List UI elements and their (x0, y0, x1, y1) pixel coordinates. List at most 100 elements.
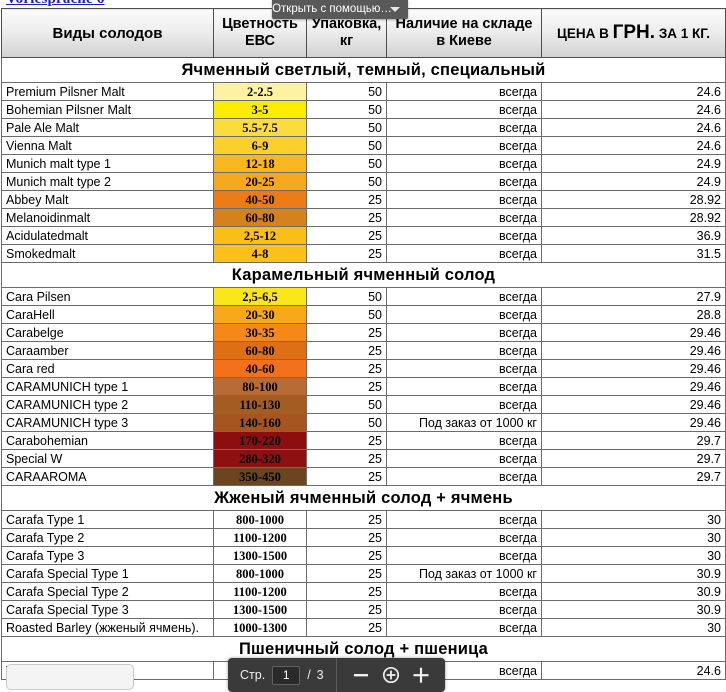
open-with-button[interactable]: Открыть с помощью… (272, 0, 408, 19)
cell-availability: всегда (386, 510, 542, 529)
cell-price: 31.5 (541, 244, 726, 263)
section-title: Пшеничный солод + пшеница (1, 636, 726, 662)
cell-availability: всегда (386, 172, 542, 191)
cell-malt-name: Roasted Barley (жженый ячмень). (1, 618, 214, 637)
column-header-price: ЦЕНА В ГРН. ЗА 1 КГ. (541, 8, 726, 58)
cell-colour-ebc: 80-100 (213, 377, 307, 396)
table-body: Виды солодов Цветность ЕВС Упаковка, кг … (1, 8, 726, 680)
cell-availability: всегда (386, 208, 542, 227)
cell-colour-ebc: 5.5-7.5 (213, 118, 307, 137)
zoom-controls-group (335, 658, 445, 692)
cell-package-kg: 50 (306, 172, 387, 191)
page-top-link[interactable]: Vorlesprache 6 (6, 0, 104, 8)
cell-price: 30 (541, 618, 726, 637)
cell-malt-name: Carafa Special Type 3 (1, 600, 214, 619)
table-row: Premium Pilsner Malt 2-2.5 50 всегда 24.6 (1, 82, 726, 101)
cell-colour-ebc: 800-1000 (213, 564, 307, 583)
column-header-name: Виды солодов (1, 8, 214, 58)
page-number-input[interactable]: 1 (272, 665, 301, 685)
cell-availability: всегда (386, 100, 542, 119)
cell-price: 29.7 (541, 431, 726, 450)
cell-package-kg: 50 (306, 287, 387, 306)
price-header-currency: ГРН. (612, 22, 656, 43)
minus-icon[interactable] (348, 662, 374, 688)
plus-icon[interactable] (408, 662, 434, 688)
cell-malt-name: Bohemian Pilsner Malt (1, 100, 214, 119)
page-label: Стр. (240, 668, 266, 682)
cell-malt-name: Acidulatedmalt (1, 226, 214, 245)
cell-availability: всегда (386, 528, 542, 547)
table-row: Acidulatedmalt 2,5-12 25 всегда 36.9 (1, 226, 726, 245)
price-header-prefix: ЦЕНА В (556, 26, 613, 41)
cell-colour-ebc: 800-1000 (213, 510, 307, 529)
cell-malt-name: Carafa Special Type 1 (1, 564, 214, 583)
cell-price: 30 (541, 510, 726, 529)
plus-circle-icon[interactable] (378, 662, 404, 688)
table-row: Carafa Special Type 3 1300-1500 25 всегда 30… (1, 600, 726, 619)
cell-price: 24.9 (541, 172, 726, 191)
cell-malt-name: Carabohemian (1, 431, 214, 450)
page-separator: / (307, 668, 311, 682)
cell-price: 24.9 (541, 154, 726, 173)
cell-package-kg: 25 (306, 226, 387, 245)
cell-price: 24.6 (541, 118, 726, 137)
cell-price: 29.7 (541, 449, 726, 468)
table-row: Caraamber 60-80 25 всегда 29.46 (1, 341, 726, 360)
table-row: CARAAROMA 350-450 25 всегда 29.7 (1, 467, 726, 486)
cell-package-kg: 50 (306, 395, 387, 414)
section-header-row: Пшеничный солод + пшеница (1, 636, 726, 662)
table-row: Carafa Special Type 1 800-1000 25 Под заказ… (1, 564, 726, 583)
cell-price: 30 (541, 528, 726, 547)
cell-availability: всегда (386, 323, 542, 342)
bottom-left-info-box[interactable] (6, 664, 134, 690)
cell-colour-ebc: 1300-1500 (213, 600, 307, 619)
table-row: Carafa Type 3 1300-1500 25 всегда 30 (1, 546, 726, 565)
malt-price-table: Виды солодов Цветность ЕВС Упаковка, кг … (1, 8, 726, 680)
cell-package-kg: 50 (306, 154, 387, 173)
price-header-suffix: ЗА 1 КГ. (655, 26, 710, 41)
cell-price: 30.9 (541, 582, 726, 601)
cell-colour-ebc: 4-8 (213, 244, 307, 263)
cell-malt-name: Special W (1, 449, 214, 468)
table-row: Munich malt type 1 12-18 50 всегда 24.9 (1, 154, 726, 173)
cell-malt-name: Carafa Type 2 (1, 528, 214, 547)
section-header-row: Ячменный светлый, темный, специальный (1, 57, 726, 83)
cell-package-kg: 25 (306, 431, 387, 450)
cell-price: 28.92 (541, 208, 726, 227)
cell-package-kg: 50 (306, 100, 387, 119)
cell-colour-ebc: 12-18 (213, 154, 307, 173)
table-row: Cara Pilsen 2,5-6,5 50 всегда 27.9 (1, 287, 726, 306)
table-row: Carafa Special Type 2 1100-1200 25 всегда 30… (1, 582, 726, 601)
table-row: Smokedmalt 4-8 25 всегда 31.5 (1, 244, 726, 263)
cell-package-kg: 25 (306, 510, 387, 529)
total-pages-label: 3 (316, 668, 324, 682)
cell-availability: всегда (386, 226, 542, 245)
cell-price: 27.9 (541, 287, 726, 306)
section-title: Карамельный ячменный солод (1, 262, 726, 288)
cell-package-kg: 50 (306, 118, 387, 137)
cell-package-kg: 25 (306, 528, 387, 547)
cell-package-kg: 25 (306, 467, 387, 486)
cell-availability: всегда (386, 546, 542, 565)
cell-package-kg: 25 (306, 341, 387, 360)
table-row: Pale Ale Malt 5.5-7.5 50 всегда 24.6 (1, 118, 726, 137)
cell-malt-name: Abbey Malt (1, 190, 214, 209)
cell-colour-ebc: 170-220 (213, 431, 307, 450)
cell-package-kg: 25 (306, 323, 387, 342)
table-row: CaraHell 20-30 50 всегда 28.8 (1, 305, 726, 324)
cell-price: 29.46 (541, 323, 726, 342)
open-with-label: Открыть с помощью… (272, 3, 392, 15)
cell-malt-name: Munich malt type 2 (1, 172, 214, 191)
cell-colour-ebc: 110-130 (213, 395, 307, 414)
cell-package-kg: 25 (306, 377, 387, 396)
table-row: Bohemian Pilsner Malt 3-5 50 всегда 24.6 (1, 100, 726, 119)
cell-availability: всегда (386, 600, 542, 619)
cell-malt-name: CARAAROMA (1, 467, 214, 486)
cell-package-kg: 25 (306, 449, 387, 468)
cell-colour-ebc: 40-50 (213, 190, 307, 209)
cell-colour-ebc: 2-2.5 (213, 82, 307, 101)
table-row: Roasted Barley (жженый ячмень). 1000-1300… (1, 618, 726, 637)
cell-malt-name: Vienna Malt (1, 136, 214, 155)
cell-malt-name: Premium Pilsner Malt (1, 82, 214, 101)
cell-availability: всегда (386, 82, 542, 101)
